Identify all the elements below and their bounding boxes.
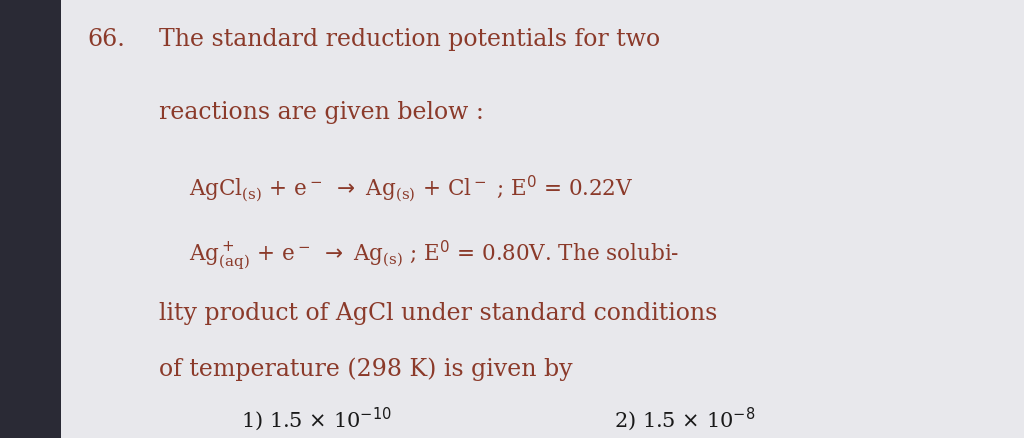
- Text: 2) 1.5 $\times$ 10$^{-8}$: 2) 1.5 $\times$ 10$^{-8}$: [614, 405, 756, 433]
- Text: The standard reduction potentials for two: The standard reduction potentials for tw…: [159, 28, 659, 52]
- Text: Ag$^+_{\mathregular{(aq)}}$ + e$^-$ $\rightarrow$ Ag$_{\mathregular{(s)}}$ ; E$^: Ag$^+_{\mathregular{(aq)}}$ + e$^-$ $\ri…: [189, 239, 680, 272]
- Text: AgCl$_{\mathregular{(s)}}$ + e$^-$ $\rightarrow$ Ag$_{\mathregular{(s)}}$ + Cl$^: AgCl$_{\mathregular{(s)}}$ + e$^-$ $\rig…: [189, 173, 634, 204]
- Text: 66.: 66.: [87, 28, 125, 52]
- Bar: [0, 0, 61, 438]
- Text: of temperature (298 K) is given by: of temperature (298 K) is given by: [159, 357, 572, 381]
- Text: 1) 1.5 $\times$ 10$^{-10}$: 1) 1.5 $\times$ 10$^{-10}$: [241, 405, 391, 433]
- Text: lity product of AgCl under standard conditions: lity product of AgCl under standard cond…: [159, 302, 717, 325]
- Text: reactions are given below :: reactions are given below :: [159, 101, 483, 124]
